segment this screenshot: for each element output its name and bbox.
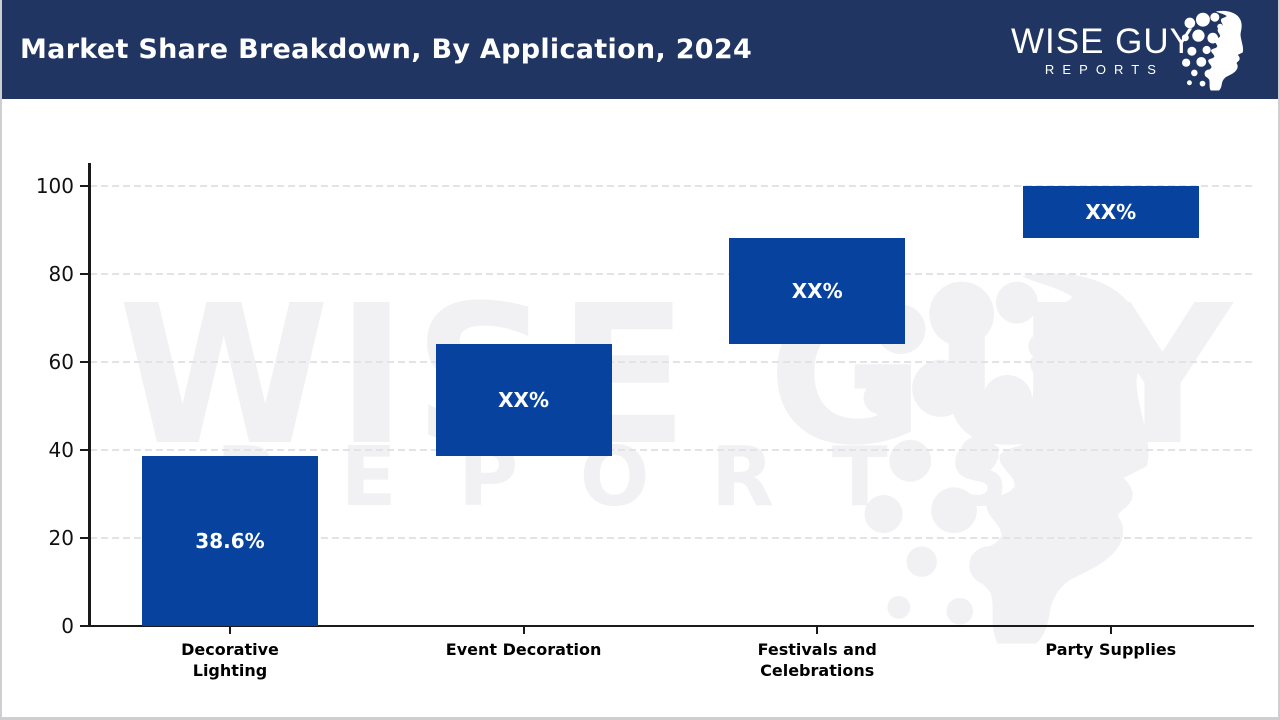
y-tick [80, 273, 88, 275]
brand-subname: REPORTS [1044, 61, 1164, 77]
y-tick [80, 449, 88, 451]
bar: 38.6% [142, 456, 318, 626]
x-category-label: Decorative Lighting [181, 640, 279, 680]
x-tick [816, 627, 819, 634]
brand-logo-text: WISE GUY REPORTS [1011, 24, 1194, 77]
bar-value-label: XX% [791, 278, 843, 303]
y-tick-label: 100 [35, 174, 74, 198]
bar-value-label: XX% [498, 388, 550, 413]
x-category-label: Festivals and Celebrations [757, 640, 877, 680]
brand-logo: WISE GUY REPORTS [1011, 6, 1266, 94]
bar-value-label: XX% [1085, 199, 1137, 224]
header-banner: Market Share Breakdown, By Application, … [0, 0, 1280, 99]
x-category-label: Event Decoration [445, 640, 602, 659]
y-axis [88, 163, 91, 627]
gridline [90, 273, 1254, 275]
y-tick-label: 60 [48, 350, 74, 374]
y-tick-label: 40 [48, 438, 74, 462]
y-tick [80, 185, 88, 187]
y-tick [80, 361, 88, 363]
gridline [90, 537, 1254, 539]
y-tick-label: 0 [61, 614, 74, 638]
y-tick-label: 20 [48, 526, 74, 550]
y-tick [80, 537, 88, 539]
page-title: Market Share Breakdown, By Application, … [20, 34, 753, 65]
y-tick-label: 80 [48, 262, 74, 286]
x-tick [229, 627, 231, 634]
y-tick [80, 625, 88, 627]
gridline [90, 449, 1254, 451]
bar: XX% [435, 343, 612, 457]
x-category-label: Party Supplies [1045, 640, 1177, 659]
brand-name: WISE GUY [1010, 21, 1194, 61]
gridline [90, 361, 1254, 363]
bar: XX% [729, 237, 906, 344]
x-tick [522, 627, 525, 634]
bar-value-label: 38.6% [195, 529, 265, 554]
x-tick [1109, 627, 1112, 634]
x-axis [87, 624, 1254, 627]
gridline [90, 185, 1254, 187]
bar: XX% [1022, 186, 1199, 238]
